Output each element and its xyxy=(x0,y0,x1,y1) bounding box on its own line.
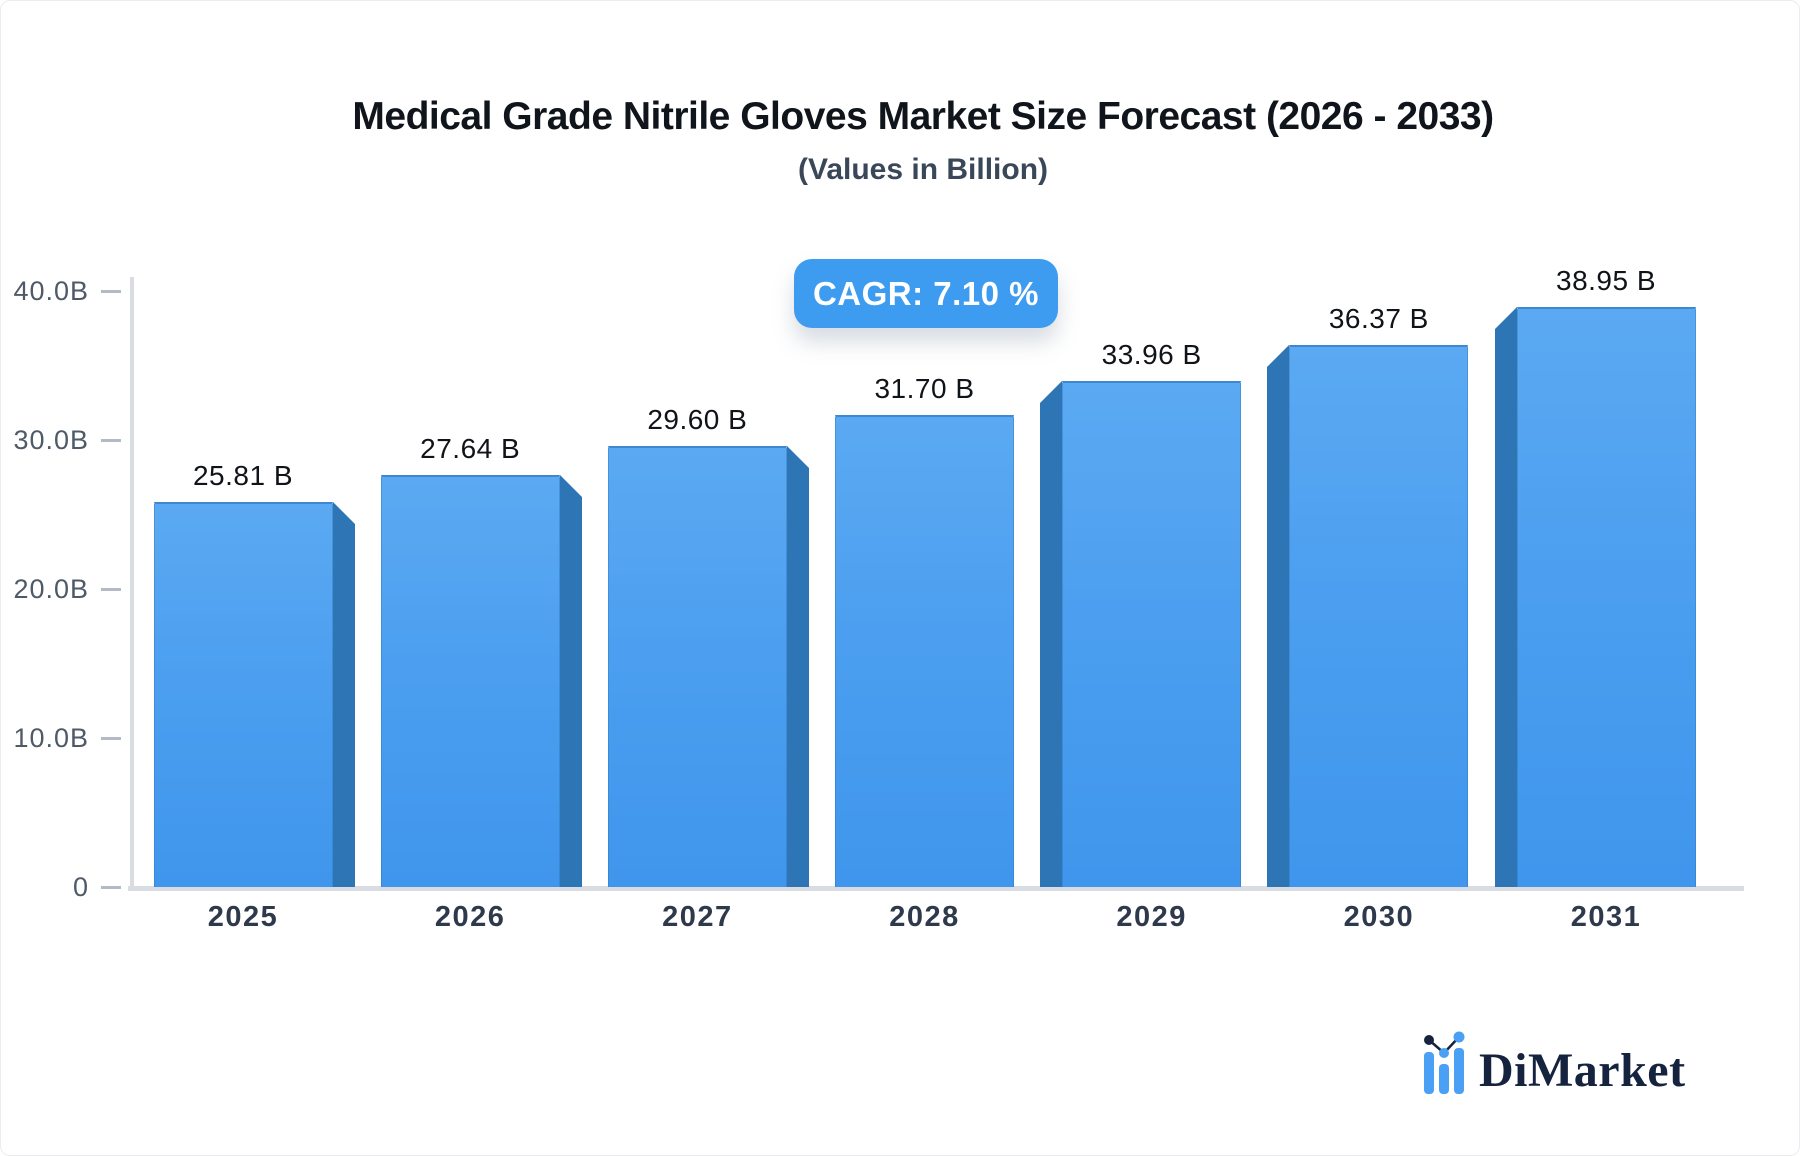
bar-value-label: 29.60 B xyxy=(647,404,748,435)
y-tick-mark xyxy=(101,290,121,293)
y-tick-mark xyxy=(101,886,121,889)
y-tick-mark xyxy=(101,588,121,591)
bar-3d-side xyxy=(1495,307,1517,887)
x-axis-label: 2027 xyxy=(662,901,733,933)
y-tick-mark xyxy=(101,439,121,442)
x-axis-label: 2028 xyxy=(889,901,960,933)
bar-3d-side xyxy=(787,446,809,887)
chart-header: Medical Grade Nitrile Gloves Market Size… xyxy=(47,1,1799,187)
x-axis-label: 2025 xyxy=(207,901,279,933)
y-tick-label: 40.0B xyxy=(13,276,89,306)
x-axis-label: 2026 xyxy=(434,901,506,933)
bar xyxy=(381,475,560,887)
bar-3d-side xyxy=(1040,381,1062,887)
y-tick-label: 20.0B xyxy=(13,574,89,604)
bar xyxy=(1517,307,1696,887)
y-tick-label: 10.0B xyxy=(13,723,89,753)
bar xyxy=(1289,345,1468,887)
y-axis-line xyxy=(130,277,134,886)
bar xyxy=(608,446,787,887)
y-tick-mark xyxy=(101,737,121,740)
bar-value-label: 36.37 B xyxy=(1328,303,1429,334)
chart-title: Medical Grade Nitrile Gloves Market Size… xyxy=(352,95,1494,138)
x-axis-line xyxy=(128,886,1744,891)
dimarket-logo-text: DiMarket xyxy=(1479,1044,1686,1097)
bar-value-label: 27.64 B xyxy=(420,433,521,464)
bar xyxy=(1062,381,1241,887)
bar-3d-side xyxy=(333,502,355,887)
bar-3d-side xyxy=(560,475,582,887)
bar-3d-side xyxy=(1267,345,1289,887)
y-tick-label: 30.0B xyxy=(13,425,89,455)
x-axis-label: 2030 xyxy=(1343,901,1415,933)
bar-value-label: 38.95 B xyxy=(1556,265,1657,296)
bar-value-label: 31.70 B xyxy=(874,373,975,404)
dimarket-logo: DiMarket xyxy=(1421,1031,1686,1095)
bar-value-label: 33.96 B xyxy=(1101,339,1202,370)
bar-value-label: 25.81 B xyxy=(192,460,294,491)
x-axis-label: 2031 xyxy=(1570,901,1642,933)
dimarket-logo-icon xyxy=(1424,1031,1465,1094)
x-axis-label: 2029 xyxy=(1116,901,1187,933)
chart-subtitle: (Values in Billion) xyxy=(797,153,1049,186)
bar xyxy=(154,502,333,887)
cagr-badge: CAGR: 7.10 % xyxy=(794,259,1058,328)
cagr-badge-label: CAGR: 7.10 % xyxy=(812,274,1040,312)
y-tick-label: 0 xyxy=(72,872,89,902)
bar xyxy=(835,415,1014,887)
